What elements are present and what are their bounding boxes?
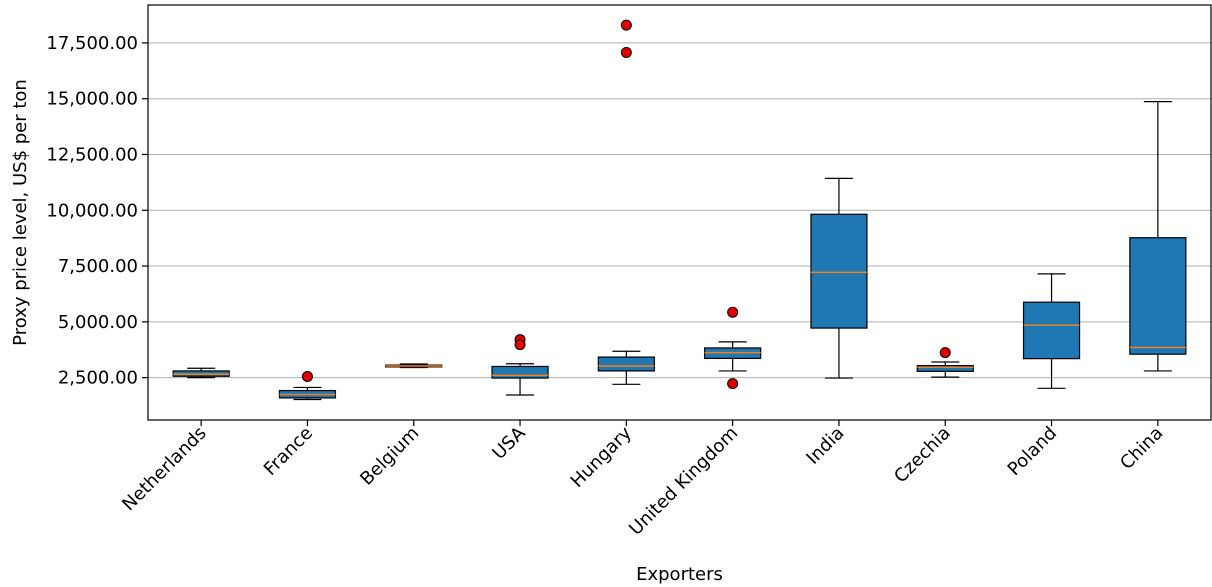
box-usa: [491, 334, 549, 396]
y-axis-label: Proxy price level, US$ per ton: [10, 79, 31, 346]
x-tick-label: Czechia: [890, 423, 955, 488]
y-tick-label: 15,000.00: [46, 89, 138, 110]
x-tick-label: China: [1116, 423, 1167, 474]
box-body: [916, 364, 974, 372]
plot-frame: [147, 4, 1212, 421]
y-tick-label: 5,000.00: [58, 312, 138, 333]
x-tick-label: India: [802, 423, 848, 469]
outlier-point: [620, 19, 632, 31]
outlier-point: [514, 339, 526, 351]
plot-area: [172, 19, 1187, 401]
box-czechia: [916, 347, 974, 378]
y-tick-label: 7,500.00: [58, 256, 138, 277]
y-tick-label: 17,500.00: [46, 33, 138, 54]
y-tick-label: 2,500.00: [58, 368, 138, 389]
box-body: [1129, 237, 1187, 355]
box-body: [1022, 301, 1081, 360]
box-united-kingdom: [704, 306, 762, 390]
box-body: [810, 213, 868, 329]
x-tick-label: United Kingdom: [625, 423, 742, 540]
grid-lines: [148, 42, 1211, 379]
box-hungary: [597, 19, 655, 385]
x-tick-label: Hungary: [567, 422, 636, 491]
y-tick-label: 12,500.00: [46, 144, 138, 165]
box-netherlands: [172, 367, 230, 379]
box-france: [278, 370, 337, 401]
box-body: [491, 365, 549, 379]
box-india: [810, 177, 868, 379]
y-axis: 2,500.00 5,000.00 7,500.00 10,000.00 12,500.…: [46, 33, 148, 389]
box-poland: [1022, 273, 1081, 389]
box-body: [597, 356, 655, 372]
box-belgium: [385, 363, 443, 369]
x-axis-label: Exporters: [636, 564, 723, 585]
outlier-point: [727, 378, 739, 390]
x-tick-label: France: [260, 423, 317, 480]
outlier-point: [939, 347, 951, 359]
outlier-point: [727, 306, 739, 318]
outlier-point: [620, 47, 632, 59]
x-tick-label: Belgium: [356, 423, 423, 490]
x-axis: Netherlands France Belgium USA HungaryUnited…: [118, 420, 1167, 540]
y-tick-label: 10,000.00: [46, 200, 138, 221]
x-tick-label: USA: [488, 422, 530, 464]
x-tick-label: Poland: [1004, 423, 1061, 480]
x-tick-label: Netherlands: [118, 423, 210, 515]
box-china: [1129, 101, 1187, 372]
outlier-point: [301, 370, 313, 382]
